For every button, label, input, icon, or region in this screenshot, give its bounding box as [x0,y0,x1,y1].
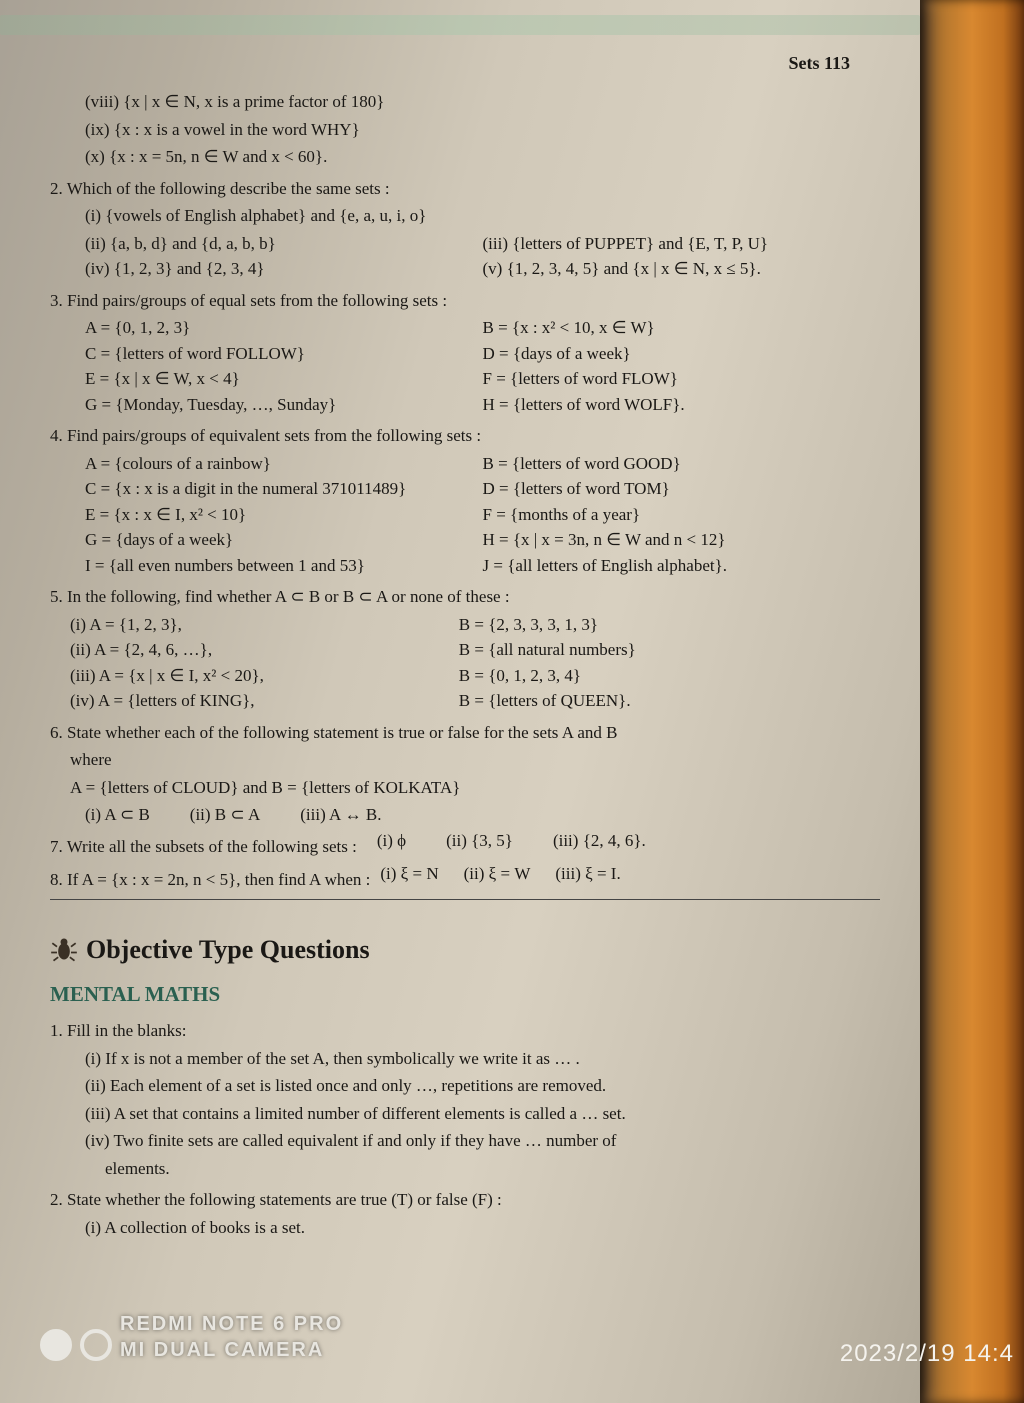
q4-C: C = {x : x is a digit in the numeral 371… [85,476,483,502]
top-band [0,15,920,35]
m-q1-iv2: elements. [105,1156,880,1182]
q3-C: C = {letters of word FOLLOW} [85,341,483,367]
q2-stem: 2. Which of the following describe the s… [50,176,880,202]
q8-ii: (ii) ξ = W [464,861,531,895]
circle-icon [40,1329,72,1361]
q5-i-b: B = {2, 3, 3, 3, 1, 3} [459,612,880,638]
q4-B: B = {letters of word GOOD} [483,451,881,477]
section-title-text: Objective Type Questions [86,930,370,969]
q1-viii: (viii) {x | x ∈ N, x is a prime factor o… [85,89,880,115]
watermark: REDMI NOTE 6 PRO MI DUAL CAMERA [120,1311,343,1363]
m-q1-iii: (iii) A set that contains a limited numb… [85,1101,880,1127]
q6-iii: (iii) A ↔ B. [300,802,381,828]
m-q1-ii: (ii) Each element of a set is listed onc… [85,1073,880,1099]
section-title: Objective Type Questions [50,930,880,969]
q5-ii-b: B = {all natural numbers} [459,637,880,663]
q5-iii-b: B = {0, 1, 2, 3, 4} [459,663,880,689]
q8-iii: (iii) ξ = I. [555,861,620,895]
q6-stem1: 6. State whether each of the following s… [50,720,880,746]
q4-A: A = {colours of a rainbow} [85,451,483,477]
q3-E: E = {x | x ∈ W, x < 4} [85,366,483,392]
mental-heading: MENTAL MATHS [50,979,880,1011]
q2-ii: (ii) {a, b, d} and {d, a, b, b} [85,231,483,257]
q6-i: (i) A ⊂ B [85,802,150,828]
q4-D: D = {letters of word TOM} [483,476,881,502]
q4-E: E = {x : x ∈ I, x² < 10} [85,502,483,528]
q4-stem: 4. Find pairs/groups of equivalent sets … [50,423,880,449]
q8-stem: 8. If A = {x : x = 2n, n < 5}, then find… [50,867,370,893]
q2-i: (i) {vowels of English alphabet} and {e,… [85,203,880,229]
q5-iv-a: (iv) A = {letters of KING}, [70,688,459,714]
q2-iii: (iii) {letters of PUPPET} and {E, T, P, … [483,231,881,257]
q1-x: (x) {x : x = 5n, n ∈ W and x < 60}. [85,144,880,170]
textbook-page: Sets 113 (viii) {x | x ∈ N, x is a prime… [0,0,920,1403]
q8-i: (i) ξ = N [380,861,438,895]
q3-A: A = {0, 1, 2, 3} [85,315,483,341]
page-header: Sets 113 [50,50,880,77]
q5-i-a: (i) A = {1, 2, 3}, [70,612,459,638]
m-q2-stem: 2. State whether the following statement… [50,1187,880,1213]
bug-icon [50,935,78,963]
q5-iv-b: B = {letters of QUEEN}. [459,688,880,714]
q6-sets: A = {letters of CLOUD} and B = {letters … [70,775,880,801]
q5-stem: 5. In the following, find whether A ⊂ B … [50,584,880,610]
watermark-line2: MI DUAL CAMERA [120,1337,343,1363]
q6-ii: (ii) B ⊂ A [190,802,260,828]
q3-F: F = {letters of word FLOW} [483,366,881,392]
q4-G: G = {days of a week} [85,527,483,553]
q3-G: G = {Monday, Tuesday, …, Sunday} [85,392,483,418]
q5-iii-a: (iii) A = {x | x ∈ I, x² < 20}, [70,663,459,689]
q3-stem: 3. Find pairs/groups of equal sets from … [50,288,880,314]
q7-ii: (ii) {3, 5} [446,828,513,862]
m-q1-stem: 1. Fill in the blanks: [50,1018,880,1044]
q1-ix: (ix) {x : x is a vowel in the word WHY} [85,117,880,143]
q4-F: F = {months of a year} [483,502,881,528]
q7-i: (i) ϕ [377,828,406,862]
q2-v: (v) {1, 2, 3, 4, 5} and {x | x ∈ N, x ≤ … [483,256,881,282]
q4-H: H = {x | x = 3n, n ∈ W and n < 12} [483,527,881,553]
timestamp: 2023/2/19 14:4 [840,1340,1014,1368]
q2-iv: (iv) {1, 2, 3} and {2, 3, 4} [85,256,483,282]
q3-D: D = {days of a week} [483,341,881,367]
m-q1-i: (i) If x is not a member of the set A, t… [85,1046,880,1072]
q7-iii: (iii) {2, 4, 6}. [553,828,646,862]
divider [50,899,880,900]
circle-icon [80,1329,112,1361]
q4-J: J = {all letters of English alphabet}. [483,553,881,579]
camera-circles [40,1329,112,1361]
q5-ii-a: (ii) A = {2, 4, 6, …}, [70,637,459,663]
q3-H: H = {letters of word WOLF}. [483,392,881,418]
q4-I: I = {all even numbers between 1 and 53} [85,553,483,579]
q6-where: where [70,747,880,773]
q7-stem: 7. Write all the subsets of the followin… [50,834,357,860]
watermark-line1: REDMI NOTE 6 PRO [120,1311,343,1337]
m-q2-i: (i) A collection of books is a set. [85,1215,880,1241]
m-q1-iv: (iv) Two finite sets are called equivale… [85,1128,880,1154]
q3-B: B = {x : x² < 10, x ∈ W} [483,315,881,341]
